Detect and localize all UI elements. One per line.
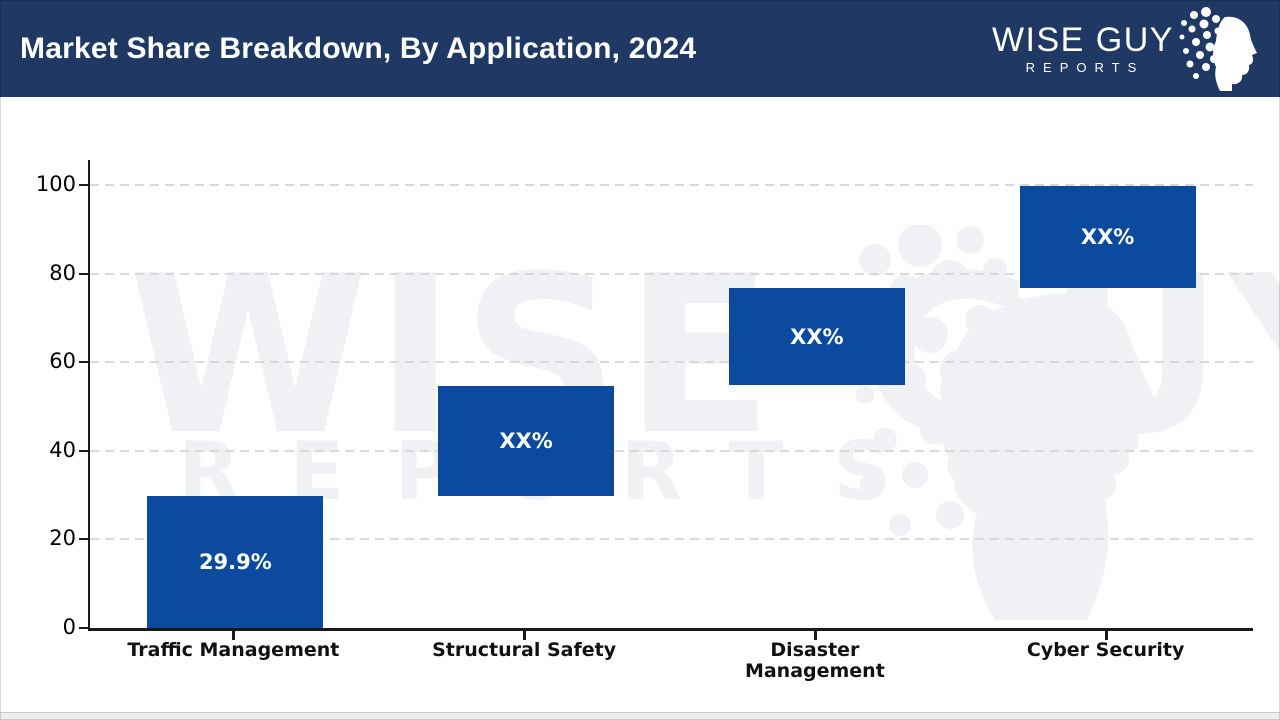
logo-subtitle: REPORTS	[1025, 60, 1145, 75]
logo-text: WISE GUY REPORTS	[992, 23, 1174, 74]
x-axis-tick-mark	[1104, 631, 1108, 640]
gridline	[90, 449, 1253, 452]
logo-wordmark: WISE GUY	[991, 21, 1174, 59]
bar-value-label: XX%	[790, 324, 844, 349]
gridline	[90, 184, 1253, 186]
wiseguy-logo: WISE GUY REPORTS	[992, 6, 1262, 91]
x-axis-category-label: Disaster Management	[744, 639, 885, 682]
x-axis-category-label: Cyber Security	[1026, 639, 1185, 661]
gridline	[90, 538, 1253, 541]
bar-value-label: 29.9%	[198, 549, 272, 574]
bar-value-label: XX%	[499, 428, 553, 453]
bar-cyber-security: XX%	[1019, 186, 1196, 288]
x-axis-tick-mark	[523, 631, 527, 640]
bar-traffic-management: 29.9%	[147, 495, 324, 628]
y-axis-tick-label: 100	[35, 172, 76, 196]
x-axis-category-label: Traffic Management	[127, 639, 340, 661]
y-axis-tick-mark	[79, 449, 88, 452]
y-axis-tick-label: 80	[49, 260, 76, 285]
bottom-edge	[0, 712, 1280, 720]
logo-face-icon	[1179, 6, 1257, 91]
bar-value-label: XX%	[1080, 225, 1135, 250]
y-axis-tick-label: 0	[62, 615, 76, 639]
y-axis-tick-mark	[79, 361, 88, 364]
chart-title: Market Share Breakdown, By Application, …	[20, 31, 697, 65]
x-axis-category-label: Structural Safety	[432, 639, 617, 661]
y-axis-tick-label: 40	[49, 437, 76, 462]
y-axis-tick-label: 60	[49, 349, 76, 374]
x-axis-tick-mark	[232, 631, 236, 640]
gridline	[90, 272, 1253, 275]
bar-disaster-management: XX%	[728, 288, 905, 386]
y-axis-tick-mark	[79, 184, 88, 186]
x-axis-tick-mark	[813, 631, 817, 640]
plot-area: 29.9% XX% XX% XX%	[88, 160, 1253, 631]
gridline	[90, 361, 1253, 364]
header: Market Share Breakdown, By Application, …	[0, 0, 1280, 97]
bar-structural-safety: XX%	[438, 385, 615, 496]
y-axis-tick-label: 20	[49, 526, 76, 551]
y-axis-tick-mark	[79, 272, 88, 275]
y-axis-tick-mark	[79, 627, 88, 629]
y-axis-tick-mark	[79, 538, 88, 541]
